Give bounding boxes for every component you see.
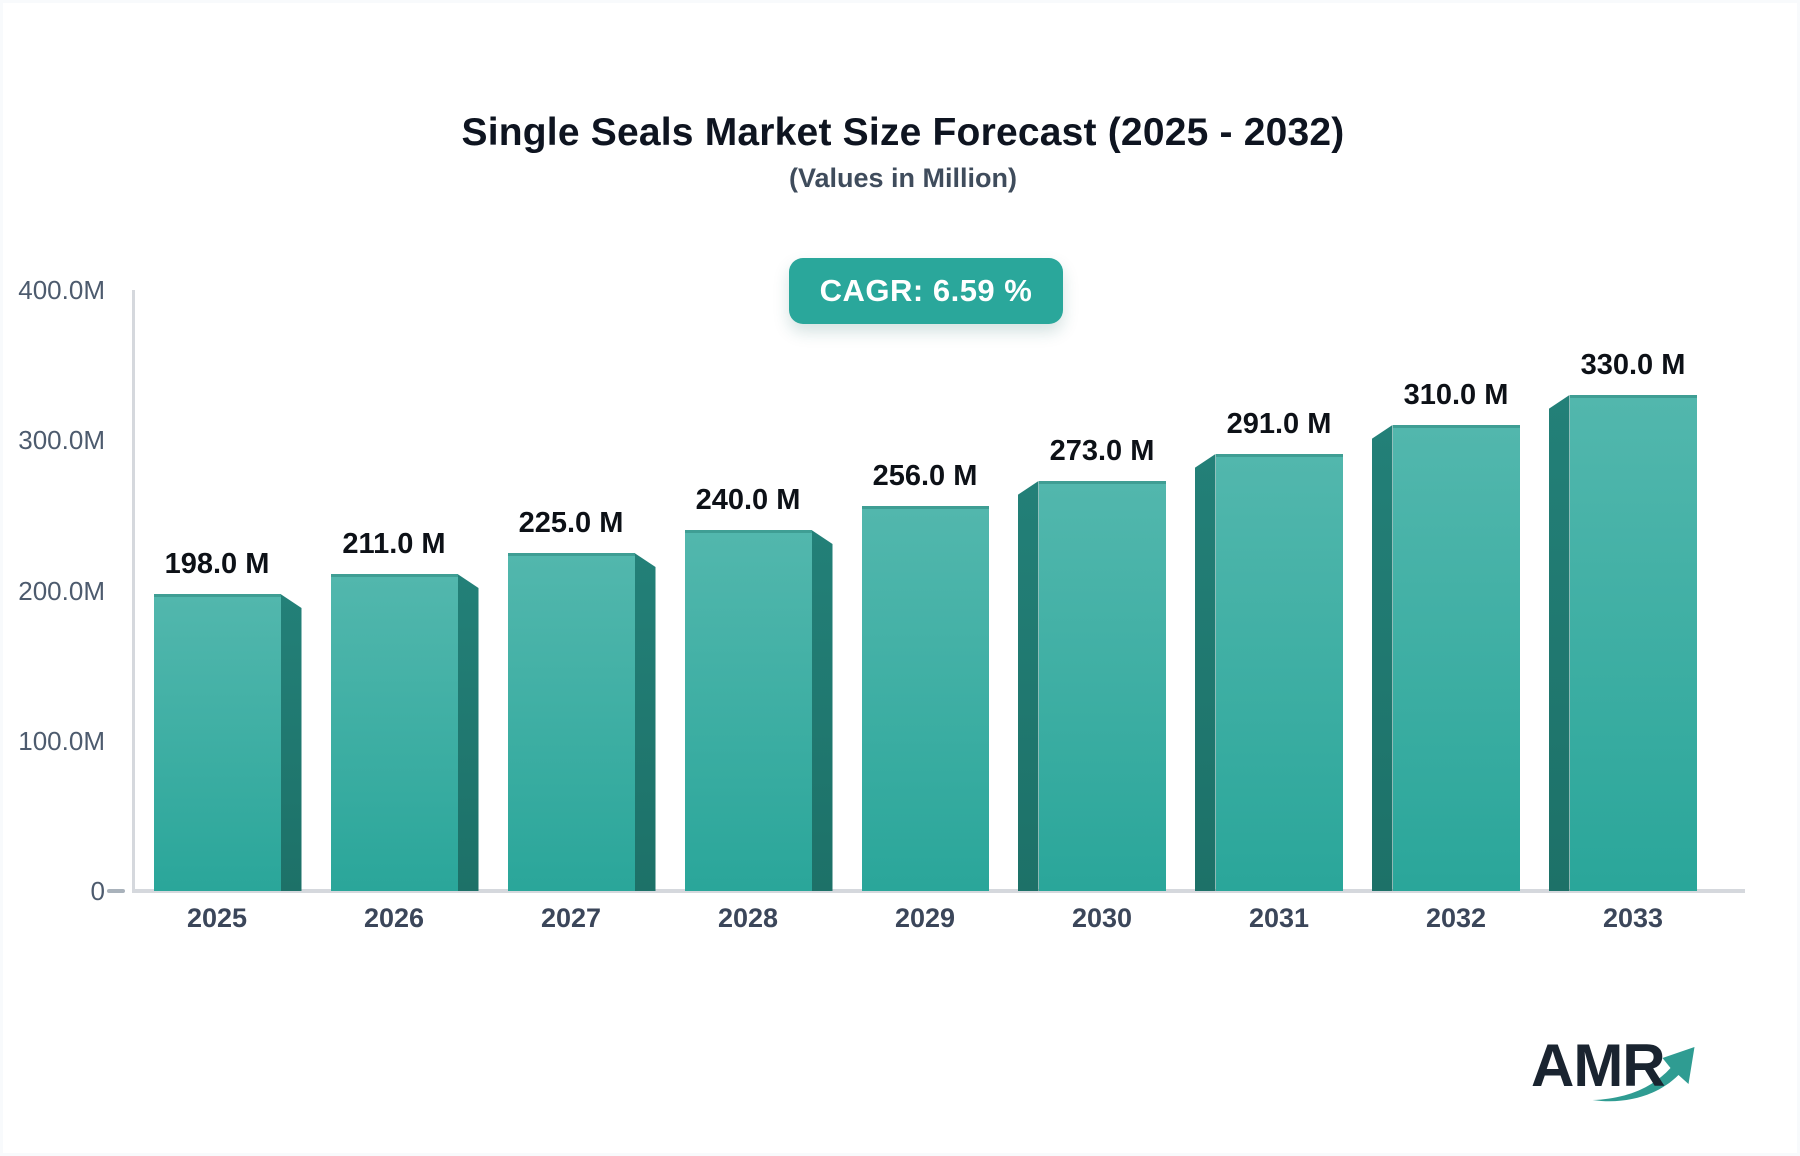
bar-value-label-2026: 211.0 M [342,528,446,560]
zero-tick-mark [107,889,125,893]
y-tick-label: 200.0M [18,575,105,606]
bar-side-face-2031 [1194,454,1216,891]
bar-2030 [1038,481,1166,891]
x-tick-label-2025: 2025 [186,903,248,933]
bar-2029 [861,506,989,891]
cagr-badge: CAGR: 6.59 % [789,258,1063,324]
y-tick-label: 400.0M [18,275,105,305]
x-tick-label-2027: 2027 [540,903,602,933]
x-axis-line [132,889,1745,893]
bar-value-label-2030: 273.0 M [1049,435,1155,467]
bar-2025 [153,594,281,891]
bar-2028 [684,530,812,891]
y-tick-label: 0 [90,876,105,906]
bar-2033 [1569,395,1697,891]
x-tick-label-2033: 2033 [1602,903,1664,933]
bar-value-label-2031: 291.0 M [1226,408,1332,440]
bar-side-face-2026 [457,574,479,891]
bar-2027 [507,553,635,891]
x-tick-label-2026: 2026 [363,903,425,933]
bar-side-face-2032 [1371,425,1393,891]
bar-side-face-2030 [1017,481,1039,891]
bar-side-face-2025 [280,594,302,891]
bar-side-face-2027 [634,553,656,891]
growth-arrow-icon [1592,1047,1695,1102]
bar-side-face-2028 [811,530,833,891]
chart-subtitle: (Values in Million) [788,163,1018,193]
x-tick-label-2030: 2030 [1071,903,1133,933]
bar-2026 [330,574,458,891]
bar-value-label-2029: 256.0 M [872,460,978,492]
bar-side-face-2033 [1548,395,1570,891]
cagr-badge-label: CAGR: 6.59 % [819,273,1033,308]
chart-title: Single Seals Market Size Forecast (2025 … [461,111,1345,154]
x-tick-label-2032: 2032 [1425,903,1487,933]
bar-value-label-2033: 330.0 M [1580,349,1686,381]
bar-chart: 400.0M 300.0M 200.0M 100.0M 0 198.0 M 2025 211.… [3,3,1797,1153]
x-tick-label-2029: 2029 [894,903,956,933]
x-tick-label-2031: 2031 [1248,903,1310,933]
bar-2032 [1392,425,1520,891]
amr-logo-text: AMR [1531,1032,1666,1099]
bar-value-label-2032: 310.0 M [1403,379,1509,411]
x-tick-label-2028: 2028 [717,903,779,933]
bar-value-label-2025: 198.0 M [164,548,270,580]
bar-value-label-2027: 225.0 M [518,507,624,539]
bar-2031 [1215,454,1343,891]
y-axis-line [132,290,135,893]
y-tick-label: 100.0M [18,725,105,756]
y-tick-label: 300.0M [18,425,105,456]
bar-value-label-2028: 240.0 M [695,484,801,516]
amr-logo: AMR [1527,1031,1727,1115]
